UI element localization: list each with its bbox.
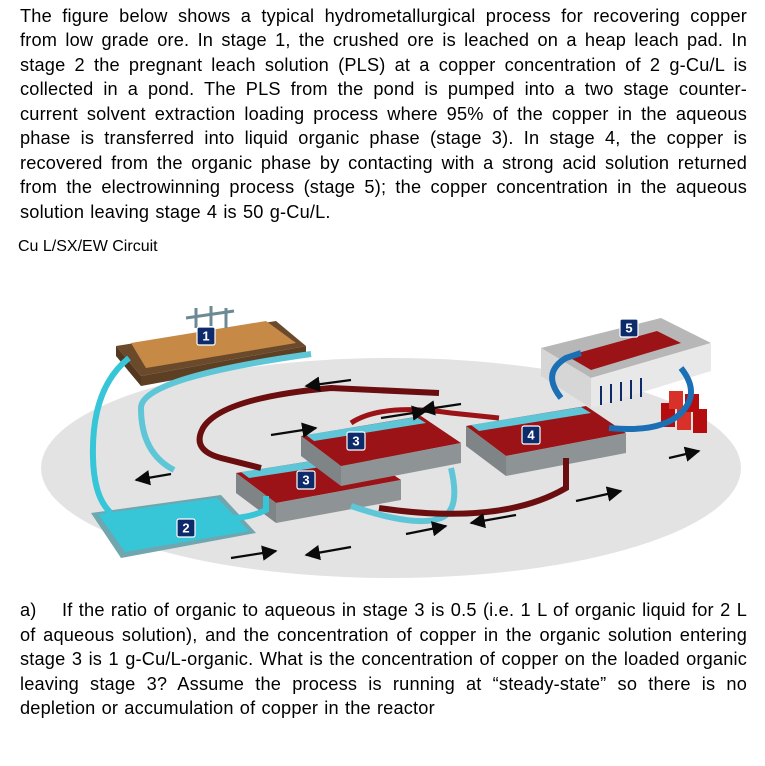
process-diagram: 1 2 3 3 4 5 (20, 258, 747, 590)
question-a-body: If the ratio of organic to aqueous in st… (20, 600, 747, 718)
svg-text:2: 2 (182, 521, 189, 536)
svg-text:3: 3 (352, 434, 359, 449)
question-a-label: a) (20, 598, 62, 622)
question-a: a)If the ratio of organic to aqueous in … (20, 598, 747, 720)
circuit-title: Cu L/SX/EW Circuit (18, 238, 747, 256)
svg-text:3: 3 (302, 473, 309, 488)
svg-text:1: 1 (202, 329, 209, 344)
svg-text:4: 4 (527, 428, 535, 443)
svg-text:5: 5 (625, 321, 632, 336)
intro-paragraph: The figure below shows a typical hydrome… (20, 4, 747, 224)
